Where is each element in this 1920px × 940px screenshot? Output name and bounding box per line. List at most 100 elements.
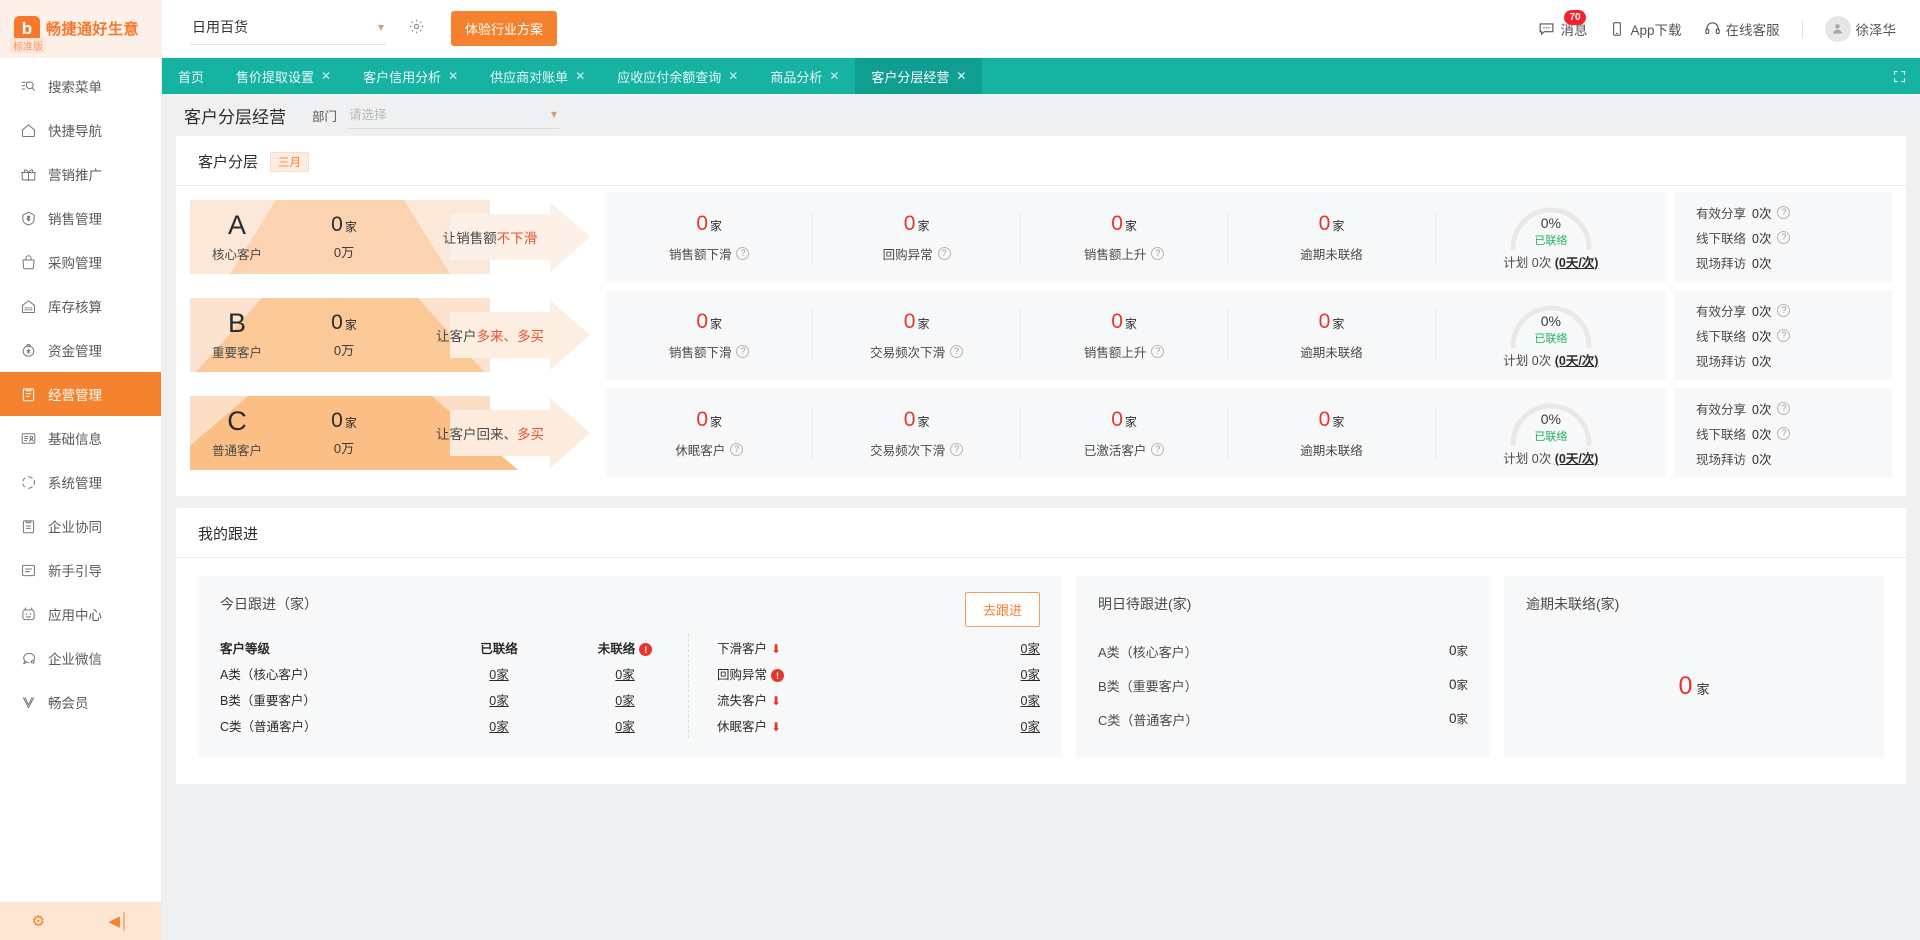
messages-entry[interactable]: 消息 70 bbox=[1538, 9, 1587, 39]
alert-value-link[interactable]: 0家 bbox=[1020, 667, 1040, 682]
stat-C-1: 有效分享 0次? bbox=[1696, 399, 1892, 418]
gauge-plan: 计划 0次 (0天/次) bbox=[1440, 448, 1662, 467]
tab-6[interactable]: 商品分析 ✕ bbox=[754, 58, 855, 94]
brand-block[interactable]: b 畅捷通好生意 标准版 bbox=[0, 0, 162, 58]
sales-icon bbox=[20, 210, 37, 227]
help-icon[interactable]: ? bbox=[1777, 230, 1791, 244]
sidebar-item-4[interactable]: 销售管理 bbox=[0, 196, 161, 240]
close-icon[interactable]: ✕ bbox=[321, 69, 332, 83]
gear-icon[interactable] bbox=[408, 18, 425, 40]
gear-icon[interactable]: ⚙ bbox=[31, 913, 46, 930]
tab-5[interactable]: 应收应付余额查询 ✕ bbox=[601, 58, 754, 94]
row-uncontacted-link[interactable]: 0家 bbox=[615, 693, 635, 708]
help-icon[interactable]: ? bbox=[1151, 442, 1165, 456]
help-icon[interactable]: ? bbox=[1777, 426, 1791, 440]
tab-label: 客户信用分析 bbox=[363, 69, 442, 85]
metric-label: 销售额下滑 bbox=[668, 345, 732, 360]
tab-3[interactable]: 客户信用分析 ✕ bbox=[347, 58, 474, 94]
tier-amount: 0万 bbox=[333, 343, 355, 358]
online-service-entry[interactable]: 在线客服 bbox=[1704, 19, 1780, 39]
tier-stats-A: 有效分享 0次? 线下联络 0次? 现场拜访 0次 bbox=[1674, 192, 1892, 282]
tomorrow-row: B类（重要客户） 0家 bbox=[1098, 668, 1468, 702]
tier-count-box: 0 家 0万 bbox=[284, 213, 404, 261]
alert-value-link[interactable]: 0家 bbox=[1020, 719, 1040, 734]
tab-1[interactable]: 首页 bbox=[162, 58, 220, 94]
tab-2[interactable]: 售价提取设置 ✕ bbox=[220, 58, 347, 94]
alert-value-link[interactable]: 0家 bbox=[1020, 693, 1040, 708]
metric-label: 交易频次下滑 bbox=[870, 345, 946, 360]
close-icon[interactable]: ✕ bbox=[728, 69, 739, 83]
sidebar-item-8[interactable]: 经营管理 bbox=[0, 372, 161, 416]
help-icon[interactable]: ? bbox=[1777, 401, 1791, 415]
help-icon[interactable]: ? bbox=[950, 344, 964, 358]
tab-bar: 首页 售价提取设置 ✕ 客户信用分析 ✕ 供应商对账单 ✕ 应收应付余额查询 ✕ 商品分析 ✕ 客户分… bbox=[162, 58, 1920, 94]
sidebar-item-6[interactable]: 库存核算 bbox=[0, 284, 161, 328]
sidebar-item-10[interactable]: 系统管理 bbox=[0, 460, 161, 504]
sidebar-item-3[interactable]: 营销推广 bbox=[0, 152, 161, 196]
gauge-plan-link[interactable]: (0天/次) bbox=[1554, 353, 1599, 368]
mobile-icon bbox=[1613, 21, 1622, 36]
sidebar-item-11[interactable]: 企业协同 bbox=[0, 504, 161, 548]
close-icon[interactable]: ✕ bbox=[448, 69, 459, 83]
close-icon[interactable]: ✕ bbox=[575, 69, 586, 83]
sidebar-item-13[interactable]: 应用中心 bbox=[0, 592, 161, 636]
sidebar-item-label: 营销推广 bbox=[48, 168, 102, 183]
sidebar-item-1[interactable]: 搜索菜单 bbox=[0, 64, 161, 108]
collab-icon bbox=[20, 518, 37, 535]
tab-4[interactable]: 供应商对账单 ✕ bbox=[474, 58, 601, 94]
help-icon[interactable]: ? bbox=[950, 442, 964, 456]
close-icon[interactable]: ✕ bbox=[956, 69, 967, 83]
row-contacted-link[interactable]: 0家 bbox=[489, 719, 509, 734]
help-icon[interactable]: ? bbox=[1777, 328, 1791, 342]
collapse-icon[interactable]: ◀│ bbox=[108, 913, 130, 930]
trial-plan-button[interactable]: 体验行业方案 bbox=[451, 11, 558, 46]
sidebar-item-15[interactable]: 畅会员 bbox=[0, 680, 161, 724]
help-icon[interactable]: ? bbox=[1151, 246, 1165, 260]
gauge-plan-link[interactable]: (0天/次) bbox=[1554, 255, 1599, 270]
tomorrow-unit: 家 bbox=[1456, 646, 1469, 658]
stat-A-1: 有效分享 0次? bbox=[1696, 203, 1892, 222]
tier-stats-C: 有效分享 0次? 线下联络 0次? 现场拜访 0次 bbox=[1674, 388, 1892, 478]
alert-value-link[interactable]: 0家 bbox=[1020, 641, 1040, 656]
stat-value: 0次 bbox=[1752, 329, 1772, 344]
sidebar-item-14[interactable]: 企业微信 bbox=[0, 636, 161, 680]
expand-icon[interactable] bbox=[1878, 58, 1920, 94]
wechat-work-icon bbox=[20, 650, 37, 667]
close-icon[interactable]: ✕ bbox=[829, 69, 840, 83]
help-icon[interactable]: ? bbox=[730, 442, 744, 456]
tier-left-C: C 普通客户 0 家 0万 让客户回来、多买 bbox=[190, 388, 598, 478]
gauge-cell-C: 0% 已联络 计划 0次 (0天/次) bbox=[1436, 400, 1666, 467]
tab-label: 客户分层经营 bbox=[871, 69, 950, 85]
row-uncontacted-link[interactable]: 0家 bbox=[615, 667, 635, 682]
metric-label: 销售额上升 bbox=[1083, 345, 1147, 360]
help-icon[interactable]: ? bbox=[736, 344, 750, 358]
row-contacted-link[interactable]: 0家 bbox=[489, 693, 509, 708]
app-download-entry[interactable]: App下载 bbox=[1609, 19, 1682, 39]
help-icon[interactable]: ? bbox=[736, 246, 750, 260]
user-entry[interactable]: 徐泽华 bbox=[1824, 15, 1896, 42]
body-area: 搜索菜单快捷导航营销推广销售管理 采购管理 库存核算 资金管理 经营管理 基础信息 系统管理… bbox=[0, 58, 1920, 940]
row-uncontacted-link[interactable]: 0家 bbox=[615, 719, 635, 734]
sidebar-item-7[interactable]: 资金管理 bbox=[0, 328, 161, 372]
sidebar-item-12[interactable]: 新手引导 bbox=[0, 548, 161, 592]
sidebar-item-2[interactable]: 快捷导航 bbox=[0, 108, 161, 152]
dept-select[interactable]: 请选择 ▾ bbox=[347, 101, 560, 129]
sidebar-item-label: 企业协同 bbox=[48, 520, 102, 535]
go-followup-button[interactable]: 去跟进 bbox=[964, 592, 1040, 627]
metric-label-wrap: 交易频次下滑? bbox=[817, 440, 1015, 459]
gauge-plan-link[interactable]: (0天/次) bbox=[1554, 451, 1599, 466]
company-select[interactable]: 日用百货 ▾ bbox=[190, 13, 386, 45]
system-icon bbox=[20, 474, 37, 491]
top-bar-divider bbox=[1801, 19, 1803, 38]
sidebar-item-9[interactable]: 基础信息 bbox=[0, 416, 161, 460]
tier-slogan: 让销售额不下滑 bbox=[404, 227, 598, 247]
row-contacted-link[interactable]: 0家 bbox=[489, 667, 509, 682]
sidebar-item-5[interactable]: 采购管理 bbox=[0, 240, 161, 284]
sidebar-item-label: 快捷导航 bbox=[48, 124, 102, 139]
tab-7[interactable]: 客户分层经营 ✕ bbox=[855, 58, 983, 94]
period-pill[interactable]: 三月 bbox=[270, 151, 310, 172]
help-icon[interactable]: ? bbox=[1777, 205, 1791, 219]
help-icon[interactable]: ? bbox=[1777, 303, 1791, 317]
help-icon[interactable]: ? bbox=[1151, 344, 1165, 358]
help-icon[interactable]: ? bbox=[937, 246, 951, 260]
